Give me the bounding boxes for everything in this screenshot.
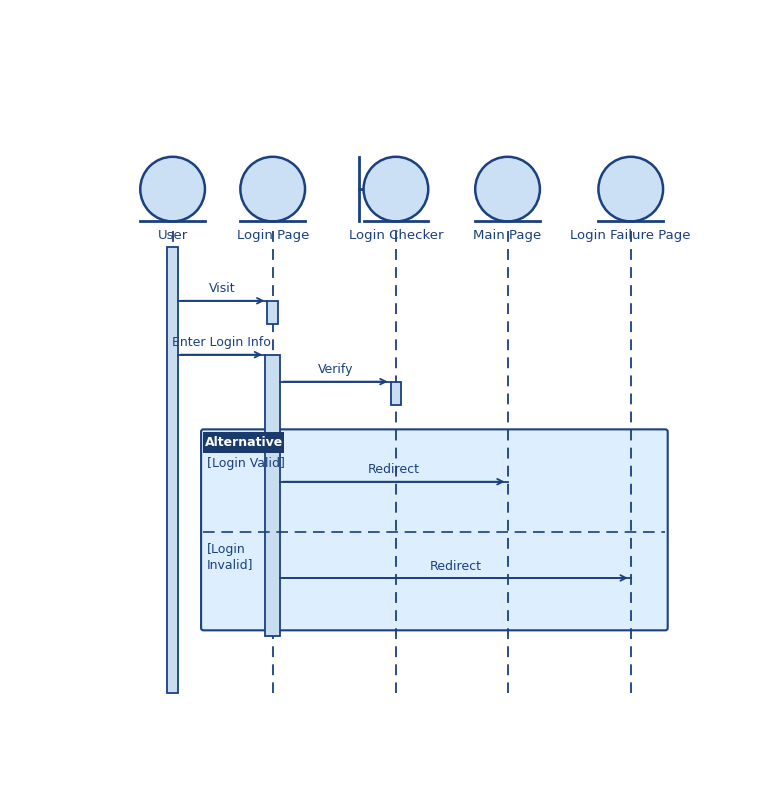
- FancyBboxPatch shape: [167, 247, 178, 693]
- Circle shape: [240, 157, 305, 222]
- Text: Login Checker: Login Checker: [349, 229, 443, 242]
- FancyBboxPatch shape: [268, 301, 278, 324]
- Circle shape: [363, 157, 428, 222]
- Circle shape: [598, 157, 663, 222]
- Text: Verify: Verify: [317, 364, 353, 376]
- Text: [Login Valid]: [Login Valid]: [207, 457, 285, 470]
- FancyBboxPatch shape: [265, 355, 280, 636]
- Text: [Login
Invalid]: [Login Invalid]: [207, 543, 254, 571]
- Text: User: User: [158, 229, 188, 242]
- Text: Main Page: Main Page: [473, 229, 541, 242]
- FancyBboxPatch shape: [204, 432, 284, 453]
- Text: Login Page: Login Page: [236, 229, 309, 242]
- FancyBboxPatch shape: [391, 381, 401, 405]
- Text: Login Failure Page: Login Failure Page: [570, 229, 691, 242]
- Text: Alternative: Alternative: [204, 436, 283, 449]
- Circle shape: [140, 157, 205, 222]
- FancyBboxPatch shape: [201, 430, 668, 630]
- Text: Redirect: Redirect: [430, 559, 481, 572]
- Text: Enter Login Info: Enter Login Info: [172, 336, 271, 349]
- Text: Visit: Visit: [209, 282, 236, 295]
- Circle shape: [475, 157, 540, 222]
- Text: Redirect: Redirect: [368, 463, 420, 476]
